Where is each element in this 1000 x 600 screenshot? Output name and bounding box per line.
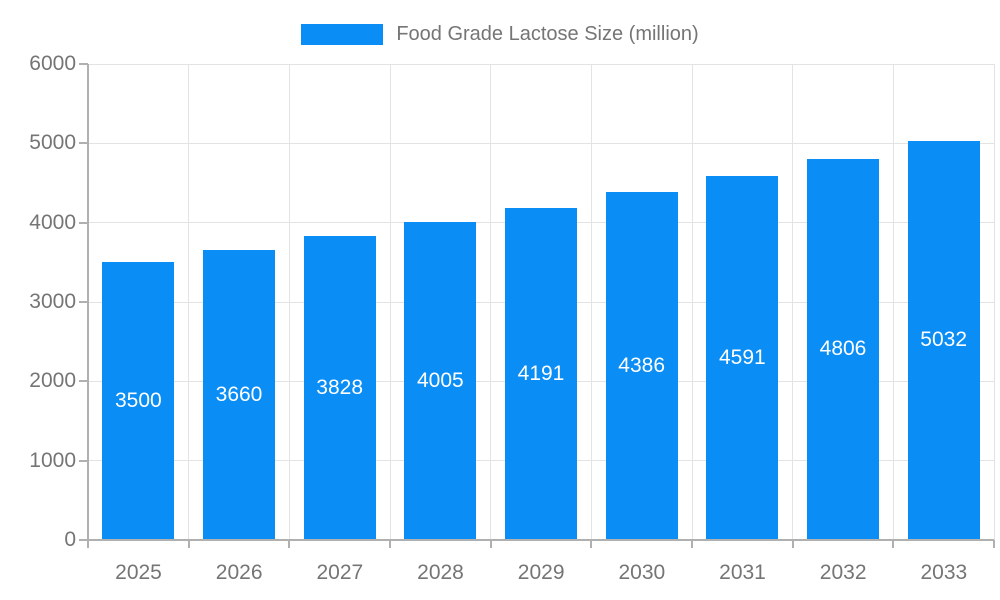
x-axis-tick	[288, 540, 291, 548]
x-tick-label: 2028	[417, 561, 464, 584]
bar[interactable]	[404, 222, 477, 540]
y-tick-label: 1000	[29, 448, 76, 472]
bar[interactable]	[303, 236, 376, 540]
y-axis-tick	[79, 459, 88, 462]
x-axis-tick	[993, 540, 995, 548]
bar[interactable]	[505, 207, 577, 540]
x-axis-tick	[691, 540, 693, 548]
y-axis-tick	[79, 380, 88, 383]
bar[interactable]	[706, 175, 779, 540]
y-tick-label: 4000	[29, 210, 76, 234]
y-axis-tick	[79, 301, 88, 303]
legend-label: Food Grade Lactose Size (million)	[396, 22, 699, 45]
v-gridline	[188, 64, 190, 540]
v-gridline	[490, 64, 492, 540]
x-tick-label: 2026	[215, 561, 263, 584]
x-tick-label: 2025	[115, 561, 162, 584]
x-tick-label: 2030	[618, 561, 666, 584]
x-tick-label: 2027	[316, 561, 364, 584]
legend[interactable]: Food Grade Lactose Size (million)	[0, 23, 1000, 45]
legend-swatch-icon[interactable]	[301, 23, 384, 45]
y-axis-tick	[79, 63, 88, 65]
v-gridline	[892, 64, 894, 540]
v-gridline	[389, 64, 391, 540]
v-gridline	[590, 64, 592, 540]
v-gridline	[288, 64, 290, 540]
bar[interactable]	[102, 262, 175, 540]
y-axis-tick	[79, 221, 88, 224]
y-axis-line	[87, 64, 89, 548]
x-axis-tick	[590, 540, 593, 548]
h-gridline	[88, 63, 994, 65]
x-axis-tick	[489, 540, 492, 548]
v-gridline	[792, 64, 794, 540]
x-axis-tick	[389, 540, 391, 548]
x-tick-label: 2032	[819, 561, 867, 584]
bar[interactable]	[203, 249, 275, 540]
y-tick-label: 2000	[29, 369, 76, 393]
h-gridline	[88, 142, 994, 144]
x-axis-line	[87, 539, 994, 541]
x-tick-label: 2033	[920, 561, 968, 584]
y-tick-label: 5000	[29, 131, 76, 155]
bar[interactable]	[907, 140, 980, 540]
x-tick-label: 2029	[517, 561, 565, 584]
y-tick-label: 6000	[29, 52, 76, 75]
v-gridline	[691, 64, 693, 540]
y-axis-tick	[79, 539, 88, 541]
x-axis-tick	[187, 540, 190, 548]
y-axis-tick	[79, 142, 88, 145]
y-tick-label: 0	[64, 528, 76, 551]
y-tick-label: 3000	[29, 290, 76, 313]
bar[interactable]	[605, 192, 678, 540]
bar[interactable]	[807, 158, 879, 540]
plot-area: 3500 3660 3828 4005 4191 4386 4591 4806 5032	[88, 63, 995, 540]
x-tick-label: 2031	[719, 561, 766, 584]
v-gridline	[993, 64, 995, 540]
x-axis-tick	[791, 540, 794, 548]
x-axis-tick	[892, 540, 895, 548]
